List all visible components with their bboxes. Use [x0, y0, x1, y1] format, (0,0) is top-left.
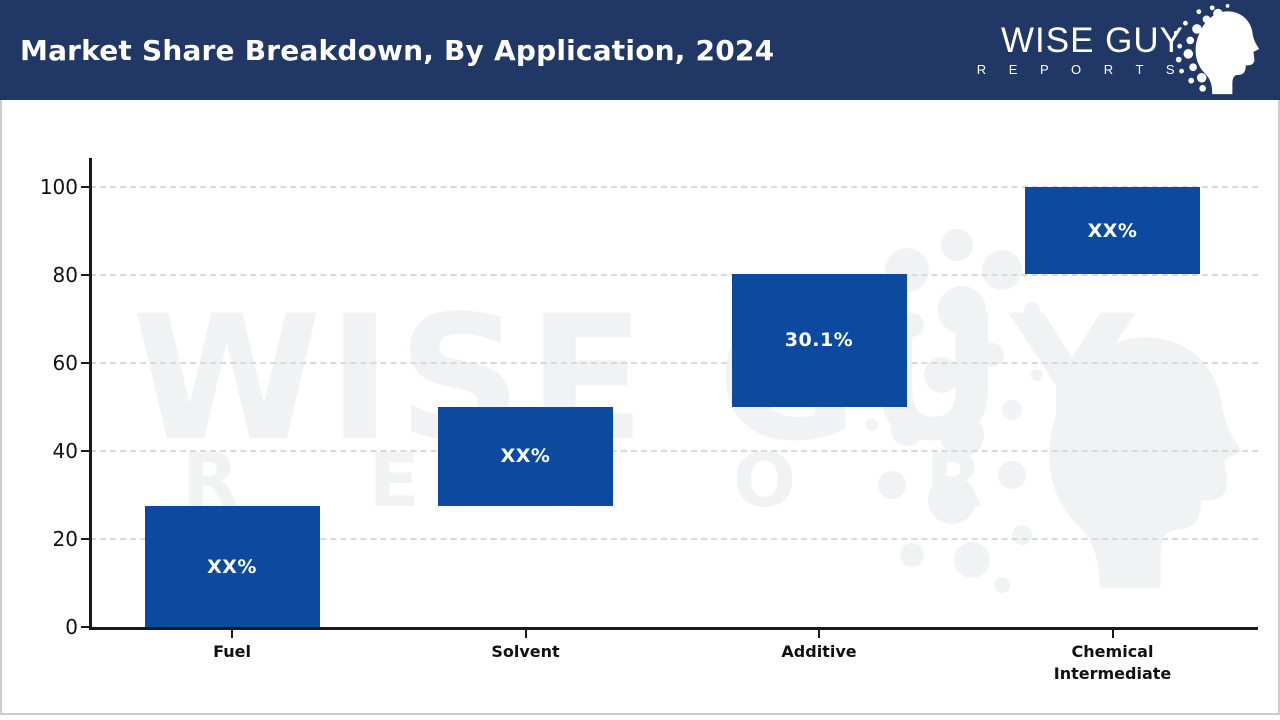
logo-wordmark-line1: WISE GUY	[1000, 21, 1184, 60]
bar-segment-fuel: XX%	[144, 506, 320, 627]
x-axis-tick	[818, 629, 820, 638]
dotted-head-profile-icon	[1173, 4, 1260, 95]
x-axis-tick	[1111, 629, 1114, 638]
y-axis-tick-label: 100	[39, 175, 78, 199]
header-bar: Market Share Breakdown, By Application, …	[0, 0, 1280, 100]
bar-value-label: XX%	[1087, 219, 1138, 242]
bar-value-label: 30.1%	[784, 329, 854, 352]
y-axis-tick-label: 80	[52, 263, 78, 287]
x-axis-tick	[231, 629, 233, 638]
y-axis-tick	[81, 538, 90, 540]
y-gridline	[90, 450, 1258, 452]
y-axis-tick-label: 60	[52, 351, 78, 375]
y-axis-tick	[81, 450, 90, 452]
bar-segment-solvent: XX%	[438, 406, 613, 506]
y-axis-tick	[81, 274, 90, 276]
y-axis-tick-label: 20	[52, 527, 78, 551]
y-axis-tick	[81, 186, 90, 188]
x-axis-line	[89, 627, 1258, 630]
logo-wordmark: WISE GUY R E P O R T S	[973, 21, 1184, 78]
x-axis-category-label: Additive	[781, 642, 857, 661]
page-title: Market Share Breakdown, By Application, …	[20, 33, 775, 67]
x-axis-category-label: Chemical Intermediate	[1053, 642, 1172, 683]
x-axis-tick	[524, 629, 527, 638]
y-axis-line	[89, 158, 92, 629]
y-gridline	[90, 274, 1258, 276]
bar-segment-chemical-intermediate: XX%	[1025, 187, 1200, 275]
logo-wordmark-line2: R E P O R T S	[976, 62, 1184, 77]
wise-guy-reports-logo: WISE GUY R E P O R T S	[973, 4, 1266, 96]
watermark-head-dots	[866, 229, 1242, 593]
x-axis-category-label: Solvent	[491, 642, 560, 661]
chart-canvas: WISE GUY R E P O R T S 0 20 40 60 80 100 XX% Fu…	[0, 100, 1280, 715]
y-axis-tick-label: 0	[65, 615, 78, 639]
bar-value-label: XX%	[500, 445, 551, 468]
y-gridline	[90, 362, 1258, 364]
y-axis-tick-label: 40	[52, 439, 78, 463]
bar-segment-additive: 30.1%	[731, 274, 907, 407]
x-axis-category-label: Fuel	[213, 642, 251, 661]
y-axis-tick	[81, 362, 90, 364]
bar-value-label: XX%	[207, 555, 257, 578]
y-axis-tick	[81, 626, 90, 628]
y-gridline	[90, 538, 1258, 540]
y-gridline	[90, 186, 1258, 188]
